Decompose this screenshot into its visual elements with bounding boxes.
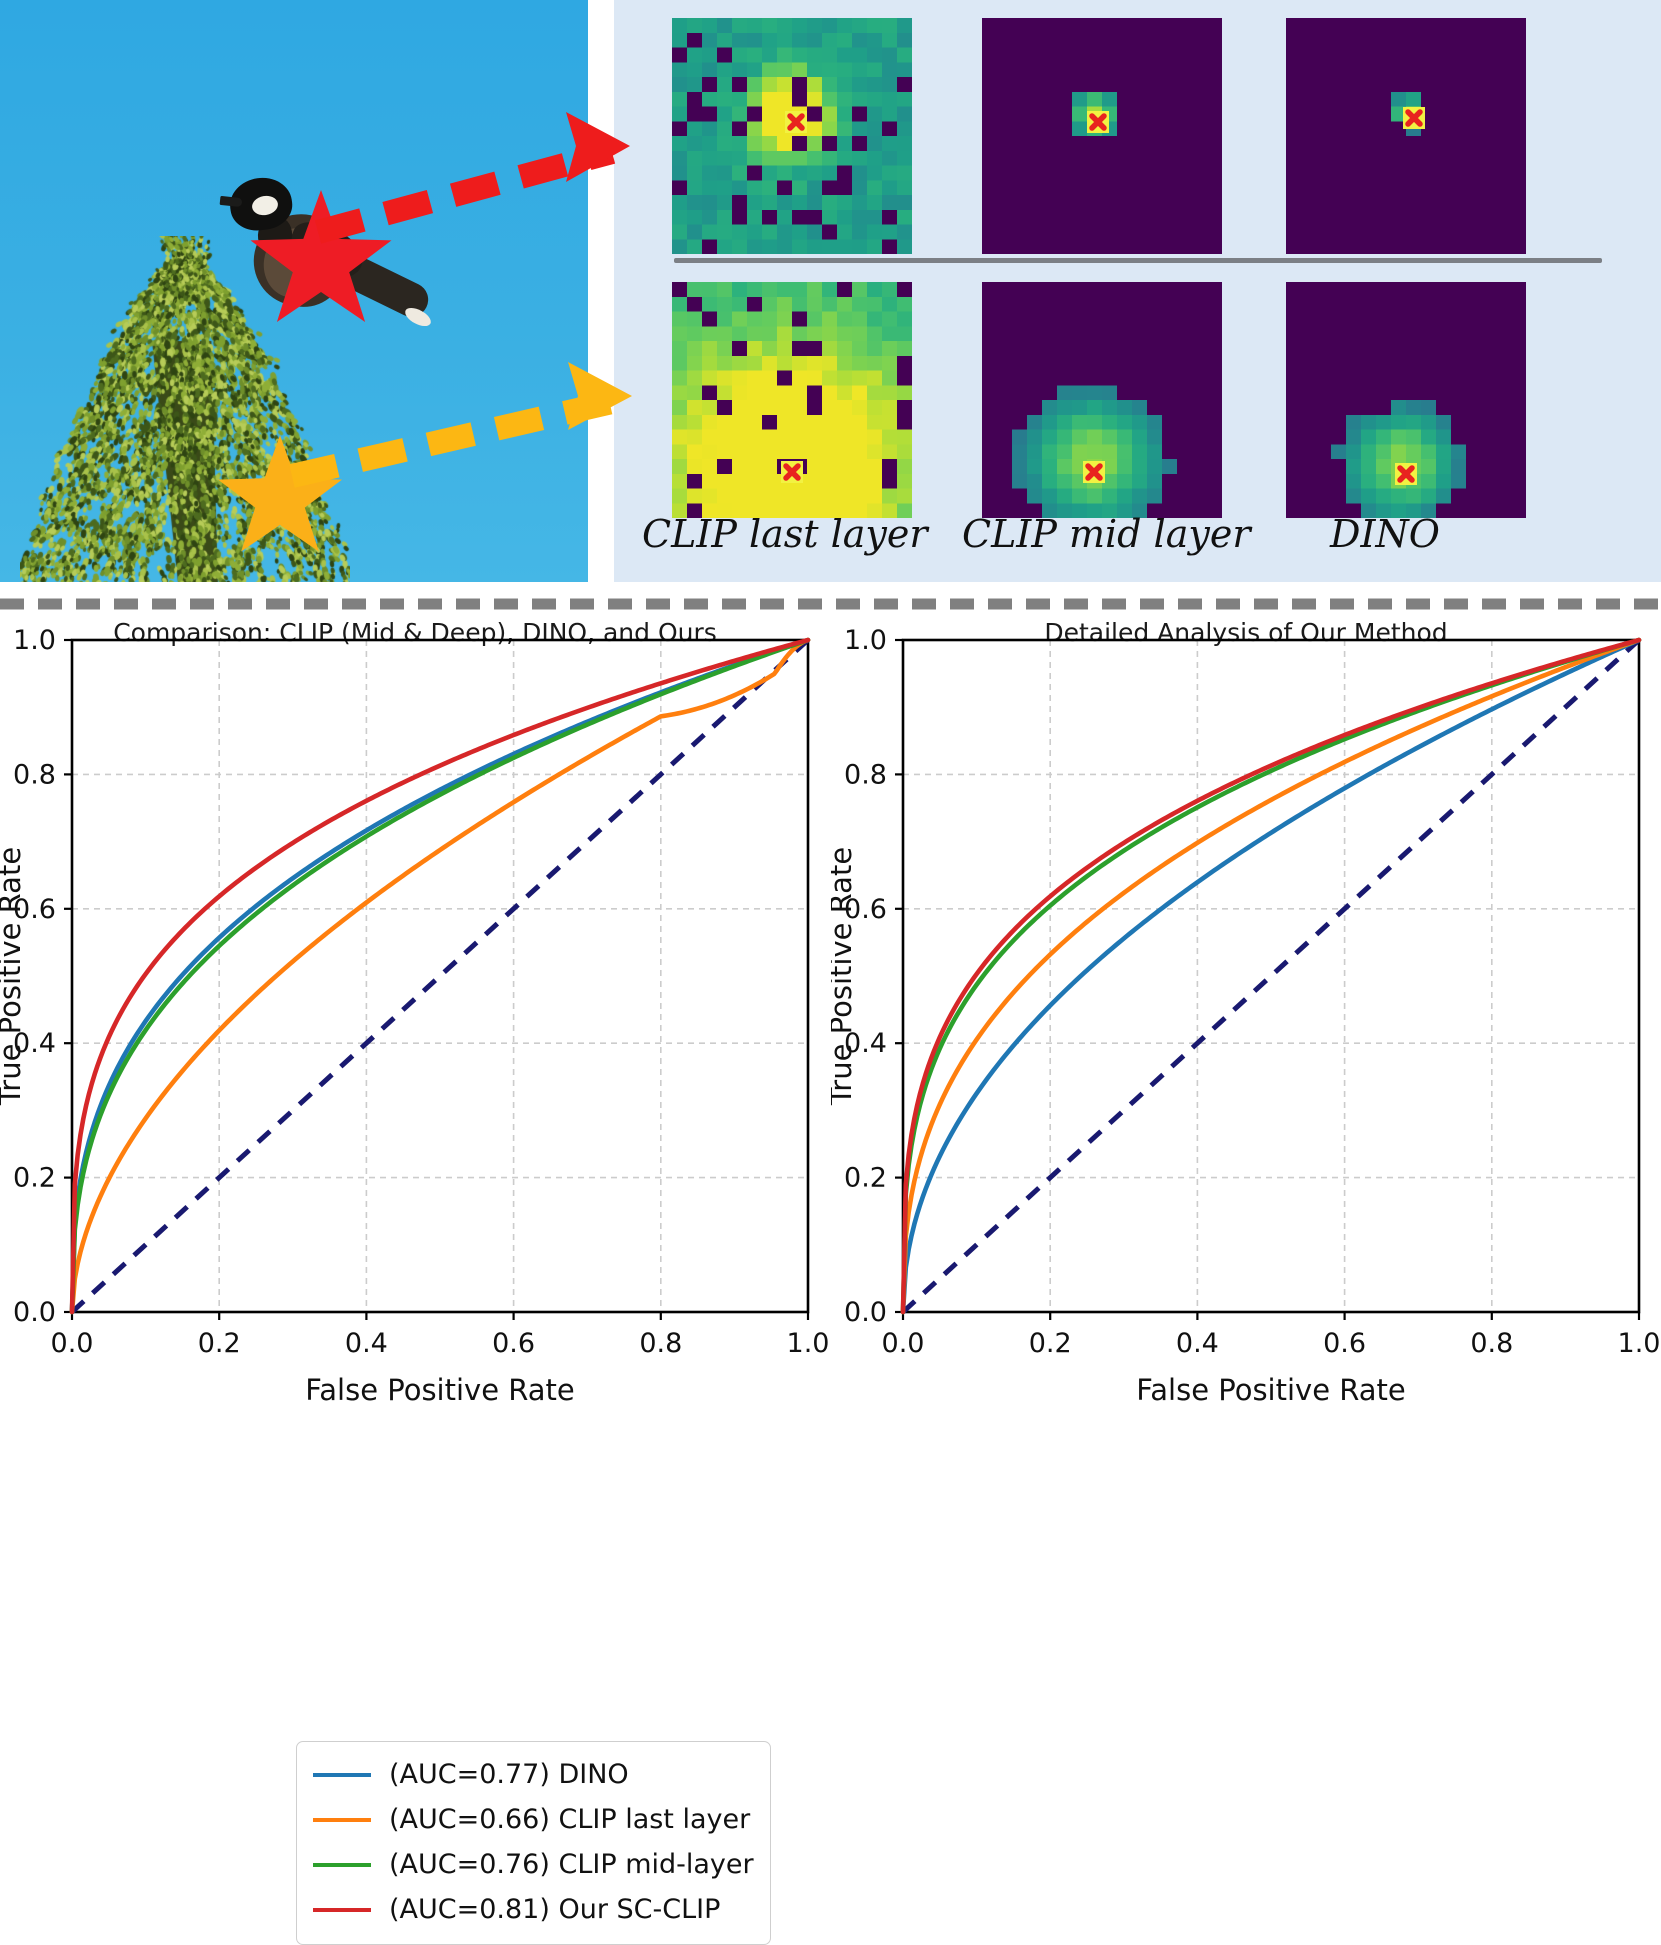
svg-text:0.6: 0.6 (492, 1328, 535, 1359)
svg-text:True Positive Rate: True Positive Rate (831, 847, 858, 1106)
bird-beak (219, 195, 243, 208)
svg-text:0.4: 0.4 (1176, 1328, 1219, 1359)
heatmap-dino-bird (1286, 18, 1526, 254)
heatmap-panel: CLIP last layer CLIP mid layer DINO (614, 0, 1661, 582)
svg-text:0.2: 0.2 (1029, 1328, 1072, 1359)
legend-item[interactable]: (AUC=0.81) Our SC-CLIP (313, 1887, 754, 1932)
left-roc-chart: Comparison: CLIP (Mid & Deep), DINO, and… (0, 612, 830, 1945)
heatmap-clip-mid-layer-tree (982, 282, 1222, 518)
svg-text:0.4: 0.4 (345, 1328, 388, 1359)
svg-text:1.0: 1.0 (1618, 1328, 1661, 1359)
svg-text:0.6: 0.6 (1323, 1328, 1366, 1359)
svg-text:1.0: 1.0 (13, 625, 56, 656)
svg-text:0.2: 0.2 (13, 1163, 56, 1194)
svg-text:False Positive Rate: False Positive Rate (305, 1373, 575, 1407)
legend-label-clip-mid-layer: (AUC=0.76) CLIP mid-layer (389, 1849, 754, 1880)
svg-text:0.8: 0.8 (1470, 1328, 1513, 1359)
roc-charts-section: Comparison: CLIP (Mid & Deep), DINO, and… (0, 612, 1661, 1945)
svg-text:0.8: 0.8 (13, 759, 56, 790)
heatmap-clip-mid-layer-bird (982, 18, 1222, 254)
svg-text:1.0: 1.0 (787, 1328, 830, 1359)
heatmap-clip-last-layer-tree (672, 282, 912, 518)
svg-text:0.8: 0.8 (844, 759, 887, 790)
svg-text:0.2: 0.2 (198, 1328, 241, 1359)
right-chart-title: Detailed Analysis of Our Method (1044, 618, 1448, 647)
heatmap-label-clip-mid-layer: CLIP mid layer (962, 512, 1251, 556)
legend-label-clip-last-layer: (AUC=0.66) CLIP last layer (389, 1804, 751, 1835)
heatmap-row-bird (614, 8, 1661, 254)
svg-text:0.2: 0.2 (844, 1163, 887, 1194)
heatmap-row-tree (614, 272, 1661, 518)
svg-text:0.0: 0.0 (882, 1328, 925, 1359)
heatmap-label-clip-last-layer: CLIP last layer (642, 512, 928, 556)
left-chart-title: Comparison: CLIP (Mid & Deep), DINO, and… (113, 618, 717, 647)
svg-text:0.6: 0.6 (844, 894, 887, 925)
svg-text:0.0: 0.0 (51, 1328, 94, 1359)
legend-label-dino: (AUC=0.77) DINO (389, 1759, 629, 1790)
top-figure-panel: CLIP last layer CLIP mid layer DINO (0, 0, 1661, 592)
right-chart-plot: 0.00.0 0.2 0.2 0.4 0.4 0.6 0.6 0.8 0.8 1.0 1.0 Fals… (831, 625, 1661, 1407)
legend-swatch-clip-mid-layer (313, 1862, 371, 1867)
heatmap-clip-last-layer-bird (672, 18, 912, 254)
svg-text:0.0: 0.0 (13, 1297, 56, 1328)
section-divider (0, 596, 1661, 610)
left-chart-plot: 0.00.0 0.2 0.2 0.4 0.4 0.6 0.6 0.8 0.8 1.0 1.0 Fals… (0, 625, 830, 1407)
bird-photo (0, 0, 588, 582)
heatmap-dino-tree (1286, 282, 1526, 518)
legend-item[interactable]: (AUC=0.76) CLIP mid-layer (313, 1842, 754, 1887)
legend-item[interactable]: (AUC=0.66) CLIP last layer (313, 1797, 754, 1842)
svg-text:1.0: 1.0 (844, 625, 887, 656)
svg-text:False Positive Rate: False Positive Rate (1136, 1373, 1406, 1407)
legend-swatch-dino (313, 1772, 371, 1777)
left-chart-legend: (AUC=0.77) DINO (AUC=0.66) CLIP last lay… (296, 1741, 771, 1945)
heatmap-column-labels: CLIP last layer CLIP mid layer DINO (614, 512, 1661, 572)
legend-label-our-sc-clip: (AUC=0.81) Our SC-CLIP (389, 1894, 721, 1925)
svg-text:0.4: 0.4 (844, 1028, 887, 1059)
legend-swatch-our-sc-clip (313, 1907, 371, 1912)
right-roc-chart: Detailed Analysis of Our Method 0.0 0.0 0.… (831, 612, 1661, 1447)
svg-text:0.4: 0.4 (13, 1028, 56, 1059)
svg-text:0.8: 0.8 (639, 1328, 682, 1359)
legend-item[interactable]: (AUC=0.77) DINO (313, 1752, 754, 1797)
svg-text:True Positive Rate: True Positive Rate (0, 847, 27, 1106)
svg-text:0.6: 0.6 (13, 894, 56, 925)
heatmap-row-separator (674, 258, 1602, 263)
heatmap-label-dino: DINO (1330, 512, 1440, 556)
legend-swatch-clip-last-layer (313, 1817, 371, 1822)
svg-text:0.0: 0.0 (844, 1297, 887, 1328)
